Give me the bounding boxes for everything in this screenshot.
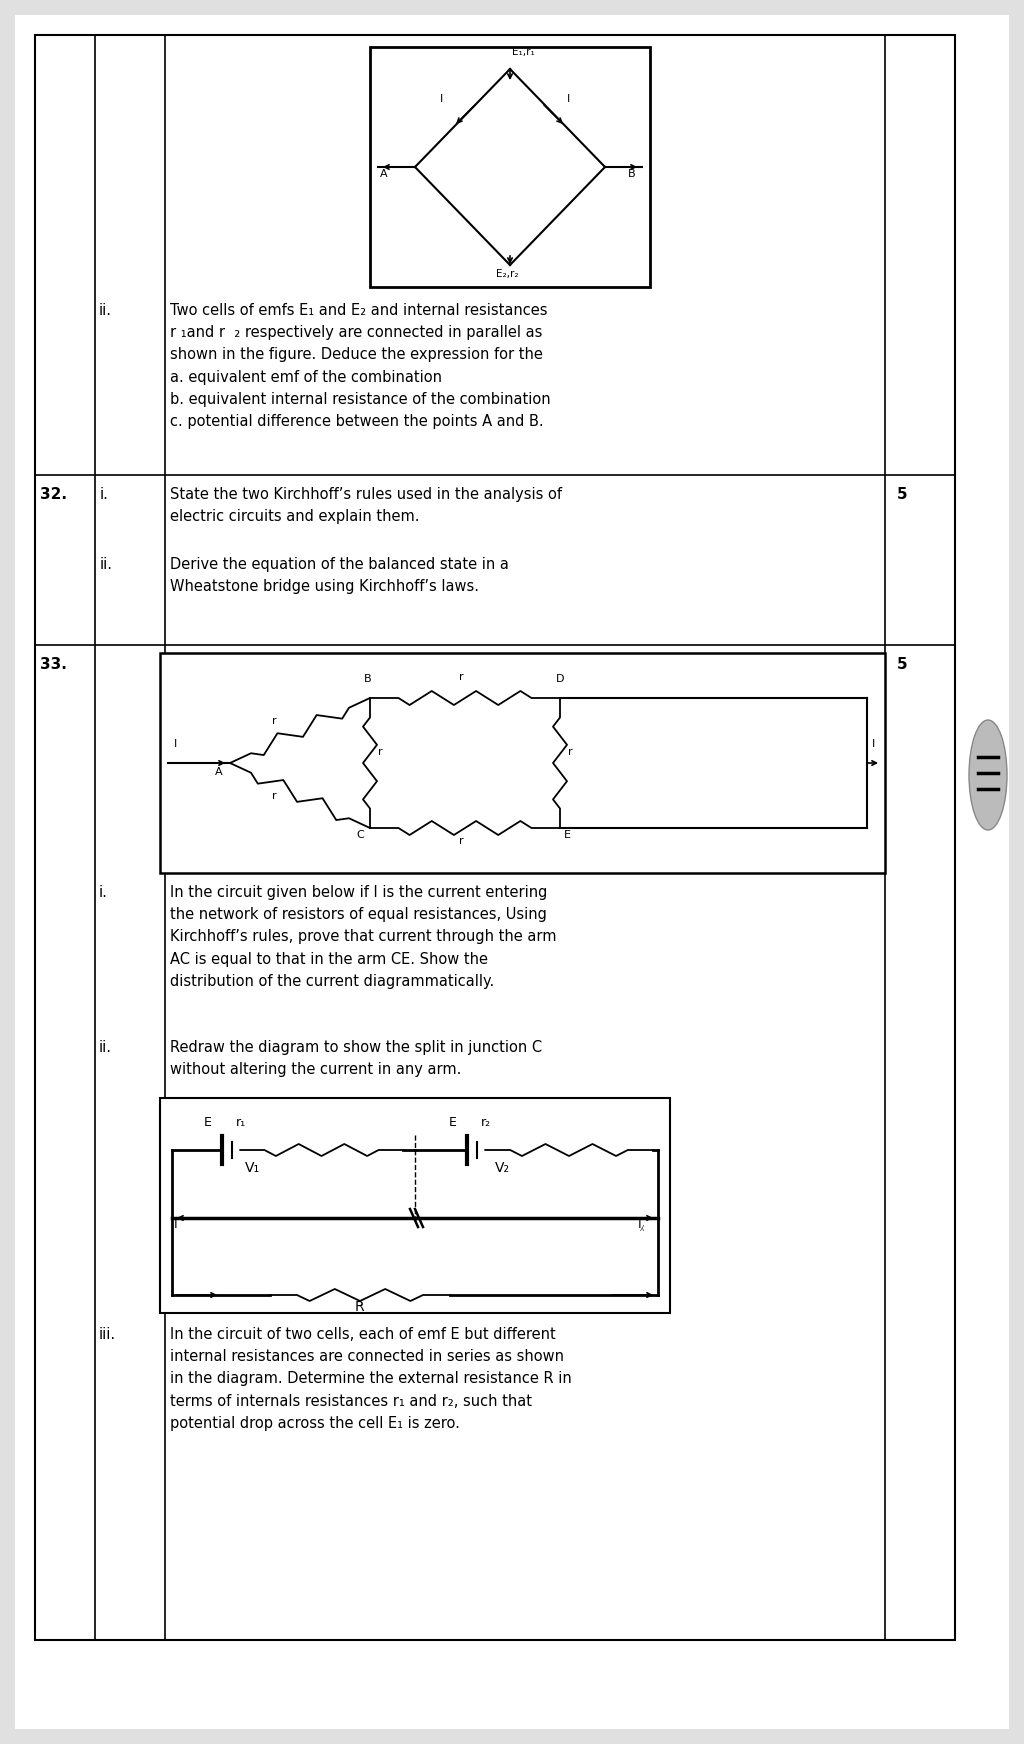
Text: 32.: 32. bbox=[40, 487, 67, 502]
Text: State the two Kirchhoff’s rules used in the analysis of
electric circuits and ex: State the two Kirchhoff’s rules used in … bbox=[170, 487, 562, 525]
Text: I: I bbox=[567, 94, 570, 105]
Text: r: r bbox=[272, 717, 276, 726]
Text: R: R bbox=[355, 1299, 365, 1313]
Text: r: r bbox=[272, 792, 276, 800]
Text: r: r bbox=[568, 746, 572, 757]
Text: r₁: r₁ bbox=[236, 1116, 246, 1128]
Text: r₂: r₂ bbox=[481, 1116, 492, 1128]
Text: ii.: ii. bbox=[100, 556, 113, 572]
Ellipse shape bbox=[969, 720, 1007, 830]
Text: Redraw the diagram to show the split in junction C
without altering the current : Redraw the diagram to show the split in … bbox=[170, 1039, 542, 1078]
Text: A: A bbox=[380, 169, 388, 180]
Text: Two cells of emfs E₁ and E₂ and internal resistances
r ₁and r  ₂ respectively ar: Two cells of emfs E₁ and E₂ and internal… bbox=[170, 303, 551, 429]
Text: 33.: 33. bbox=[40, 657, 67, 671]
Bar bbox=[370, 47, 650, 288]
Text: E: E bbox=[204, 1116, 212, 1128]
Text: I: I bbox=[440, 94, 443, 105]
Text: I⁁: I⁁ bbox=[638, 1217, 645, 1231]
Text: B: B bbox=[364, 673, 372, 684]
Text: Derive the equation of the balanced state in a
Wheatstone bridge using Kirchhoff: Derive the equation of the balanced stat… bbox=[170, 556, 509, 595]
Text: r: r bbox=[378, 746, 383, 757]
Text: r: r bbox=[459, 671, 464, 682]
Text: V₁: V₁ bbox=[245, 1162, 260, 1175]
Text: E: E bbox=[449, 1116, 457, 1128]
Bar bbox=[35, 35, 955, 1639]
Text: ii.: ii. bbox=[99, 1039, 112, 1055]
Bar bbox=[160, 652, 885, 874]
Text: 5: 5 bbox=[897, 487, 907, 502]
Text: E₁,r₁: E₁,r₁ bbox=[512, 47, 535, 58]
Text: I: I bbox=[174, 1217, 177, 1231]
Text: E₂,r₂: E₂,r₂ bbox=[496, 269, 518, 279]
Text: B: B bbox=[628, 169, 636, 180]
Bar bbox=[160, 1099, 670, 1313]
Text: i.: i. bbox=[99, 884, 108, 900]
Text: In the circuit of two cells, each of emf E but different
internal resistances ar: In the circuit of two cells, each of emf… bbox=[170, 1327, 571, 1430]
Text: iii.: iii. bbox=[99, 1327, 116, 1341]
Text: C: C bbox=[356, 830, 364, 841]
Text: r: r bbox=[459, 835, 464, 846]
Text: E: E bbox=[564, 830, 571, 841]
Text: 5: 5 bbox=[897, 657, 907, 671]
Text: V₂: V₂ bbox=[495, 1162, 510, 1175]
Text: I: I bbox=[174, 739, 177, 748]
Text: I: I bbox=[872, 739, 876, 748]
Text: ii.: ii. bbox=[99, 303, 112, 317]
Text: D: D bbox=[556, 673, 564, 684]
Text: In the circuit given below if I is the current entering
the network of resistors: In the circuit given below if I is the c… bbox=[170, 884, 556, 989]
Text: A: A bbox=[215, 767, 222, 778]
Text: i.: i. bbox=[100, 487, 109, 502]
